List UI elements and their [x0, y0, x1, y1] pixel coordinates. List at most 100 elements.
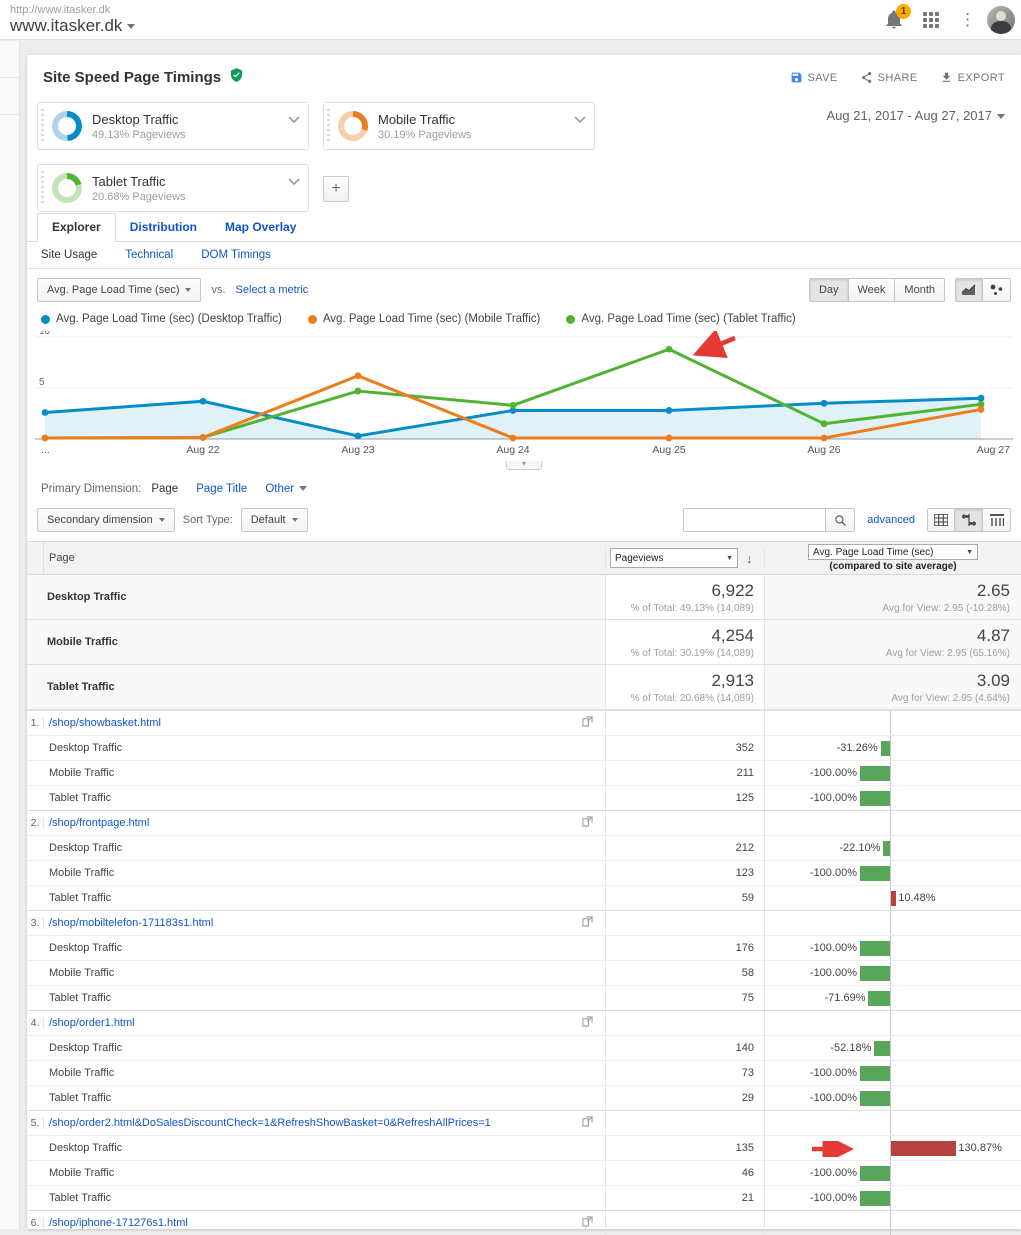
row-number-cell — [27, 575, 44, 619]
property-selector[interactable]: www.itasker.dk — [10, 16, 135, 36]
chevron-down-icon[interactable] — [574, 111, 586, 129]
search-button[interactable] — [825, 508, 855, 532]
subtab-technical[interactable]: Technical — [125, 249, 173, 261]
comparison-cell — [765, 811, 1021, 835]
subtab-dom-timings[interactable]: DOM Timings — [201, 249, 271, 261]
comparison-bar — [860, 766, 890, 781]
chart-drawer-toggle[interactable]: ▾ — [506, 461, 542, 470]
share-button[interactable]: SHARE — [860, 71, 918, 84]
motion-chart-view-button[interactable] — [983, 278, 1011, 302]
comparison-bar — [891, 1141, 956, 1156]
comparison-bar — [860, 1066, 890, 1081]
segment-name-cell: Tablet Traffic — [44, 1086, 605, 1110]
drag-handle[interactable] — [41, 109, 44, 143]
collapsed-left-nav[interactable] — [0, 41, 20, 1229]
open-in-new-icon[interactable] — [582, 916, 593, 930]
open-in-new-icon[interactable] — [582, 816, 593, 830]
segment-card-desktop[interactable]: Desktop Traffic 49.13% Pageviews — [37, 102, 309, 150]
select-a-metric-link[interactable]: Select a metric — [236, 284, 309, 296]
chart-type-toggle — [955, 278, 1011, 302]
comparison-value: -100.00% — [810, 936, 857, 961]
table-search-input[interactable] — [683, 508, 825, 532]
drag-handle[interactable] — [41, 171, 44, 205]
dropdown-arrow-icon: ▼ — [966, 549, 973, 556]
pageviews-column-select[interactable]: Pageviews▼ — [610, 548, 738, 568]
legend-dot-icon — [566, 315, 575, 324]
add-segment-button[interactable]: + — [323, 176, 349, 202]
summary-segment-name: Desktop Traffic — [44, 575, 605, 603]
segment-name-cell: Tablet Traffic — [44, 1186, 605, 1210]
chevron-down-icon — [127, 24, 135, 29]
metric-total: 4.87 — [765, 626, 1010, 646]
row-number-cell: 5. — [27, 1117, 44, 1129]
comparison-cell: -100.00% — [765, 786, 1021, 810]
apps-grid-icon[interactable] — [923, 12, 939, 28]
open-in-new-icon[interactable] — [582, 1116, 593, 1130]
sort-type-dropdown[interactable]: Default — [241, 508, 308, 532]
page-link[interactable]: /shop/frontpage.html — [44, 817, 149, 829]
chevron-down-icon[interactable] — [288, 111, 300, 129]
sort-direction-icon[interactable]: ↓ — [746, 551, 753, 566]
data-table-view-button[interactable] — [927, 508, 955, 532]
secondary-dimension-dropdown[interactable]: Secondary dimension — [37, 508, 175, 532]
granularity-month[interactable]: Month — [895, 278, 945, 302]
comparison-cell: -22.10% — [765, 836, 1021, 860]
page-link[interactable]: /shop/order1.html — [44, 1017, 135, 1029]
dimension-other[interactable]: Other — [265, 483, 307, 495]
open-in-new-icon[interactable] — [582, 1216, 593, 1230]
tab-map-overlay[interactable]: Map Overlay — [211, 214, 310, 241]
table-grid-icon — [934, 514, 948, 526]
tab-distribution[interactable]: Distribution — [116, 214, 211, 241]
page-title: Site Speed Page Timings — [43, 69, 221, 86]
page-link[interactable]: /shop/mobiltelefon-171183s1.html — [44, 917, 213, 929]
pageviews-cell: 352 — [605, 736, 765, 760]
comparison-cell: -100.00% — [765, 1161, 1021, 1185]
segment-name-cell: Desktop Traffic — [44, 836, 605, 860]
pageviews-cell: 176 — [605, 936, 765, 960]
advanced-filter-link[interactable]: advanced — [867, 514, 915, 526]
segment-name-cell: Mobile Traffic — [44, 1161, 605, 1185]
svg-text:Aug 25: Aug 25 — [652, 444, 685, 456]
line-chart-view-button[interactable] — [955, 278, 983, 302]
page-link[interactable]: /shop/iphone-171276s1.html — [44, 1217, 188, 1229]
metric-column-select[interactable]: Avg. Page Load Time (sec)▼ — [808, 544, 978, 560]
dimension-page-title[interactable]: Page Title — [196, 483, 247, 495]
user-avatar[interactable] — [987, 6, 1015, 34]
export-button[interactable]: EXPORT — [940, 71, 1005, 84]
save-icon — [790, 71, 803, 84]
pageviews-total: 6,922 — [606, 581, 754, 601]
comparison-bar — [860, 866, 890, 881]
page-link[interactable]: /shop/order2.html&DoSalesDiscountCheck=1… — [44, 1117, 491, 1129]
segments-area: Desktop Traffic 49.13% Pageviews Mobile … — [27, 94, 1021, 212]
open-in-new-icon[interactable] — [582, 716, 593, 730]
dimension-page[interactable]: Page — [151, 483, 178, 495]
subtab-site-usage[interactable]: Site Usage — [41, 249, 97, 261]
pivot-view-button[interactable] — [983, 508, 1011, 532]
export-icon — [940, 71, 953, 84]
more-options-icon[interactable]: ⋮ — [959, 15, 967, 25]
page-link[interactable]: /shop/showbasket.html — [44, 717, 161, 729]
chevron-down-icon — [299, 486, 307, 491]
tab-explorer[interactable]: Explorer — [37, 213, 116, 242]
column-header-page[interactable]: Page — [44, 552, 605, 564]
granularity-week[interactable]: Week — [849, 278, 896, 302]
metric-select-dropdown[interactable]: Avg. Page Load Time (sec) — [37, 278, 201, 302]
date-range-selector[interactable]: Aug 21, 2017 - Aug 27, 2017 — [826, 108, 1005, 123]
comparison-view-button[interactable] — [955, 508, 983, 532]
comparison-cell: -100.00% — [765, 1086, 1021, 1110]
save-button[interactable]: SAVE — [790, 71, 838, 84]
open-in-new-icon[interactable] — [582, 1016, 593, 1030]
comparison-cell: 10.48% — [765, 886, 1021, 910]
chevron-down-icon[interactable] — [288, 173, 300, 191]
granularity-day[interactable]: Day — [809, 278, 849, 302]
comparison-bar — [860, 1091, 890, 1106]
segment-card-mobile[interactable]: Mobile Traffic 30.19% Pageviews — [323, 102, 595, 150]
notifications-bell-icon[interactable]: 1 — [885, 10, 903, 30]
page-cell: /shop/order2.html&DoSalesDiscountCheck=1… — [44, 1111, 605, 1135]
drag-handle[interactable] — [327, 109, 330, 143]
pageviews-cell: 46 — [605, 1161, 765, 1185]
segment-card-tablet[interactable]: Tablet Traffic 20.68% Pageviews — [37, 164, 309, 212]
